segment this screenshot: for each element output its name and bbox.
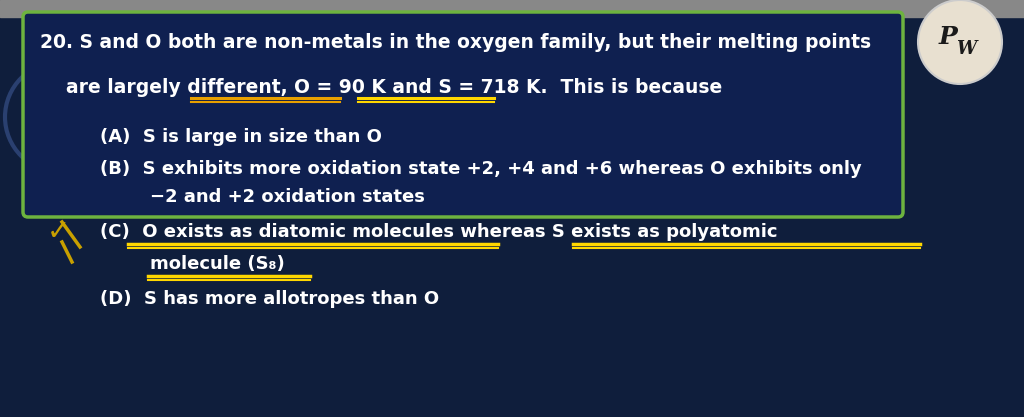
Text: (D)  S has more allotropes than O: (D) S has more allotropes than O (100, 290, 439, 308)
Text: (B)  S exhibits more oxidation state +2, +4 and +6 whereas O exhibits only: (B) S exhibits more oxidation state +2, … (100, 160, 862, 178)
Text: −2 and +2 oxidation states: −2 and +2 oxidation states (100, 188, 425, 206)
FancyBboxPatch shape (23, 12, 903, 217)
Text: (A)  S is large in size than O: (A) S is large in size than O (100, 128, 382, 146)
Text: W: W (955, 40, 976, 58)
Text: P: P (939, 25, 957, 49)
Text: are largely different, O = 90 K and S = 718 K.  This is because: are largely different, O = 90 K and S = … (40, 78, 722, 96)
Bar (0, 0, 1024, 17)
Circle shape (918, 0, 1002, 84)
Text: 20. S and O both are non-metals in the oxygen family, but their melting points: 20. S and O both are non-metals in the o… (40, 33, 871, 52)
Text: (C)  O exists as diatomic molecules whereas S exists as polyatomic: (C) O exists as diatomic molecules where… (100, 223, 777, 241)
Text: molecule (S₈): molecule (S₈) (100, 255, 285, 273)
Text: ✓: ✓ (46, 218, 70, 246)
